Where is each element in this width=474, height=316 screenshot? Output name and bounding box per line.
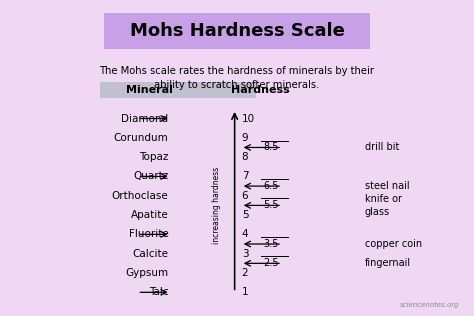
Text: 8: 8 bbox=[242, 152, 248, 162]
Text: 9: 9 bbox=[242, 133, 248, 143]
Text: 2.5: 2.5 bbox=[263, 258, 279, 268]
Text: increasing hardness: increasing hardness bbox=[212, 167, 221, 244]
Text: 1: 1 bbox=[242, 287, 248, 297]
Text: Mohs Hardness Scale: Mohs Hardness Scale bbox=[129, 22, 345, 40]
Text: Mineral: Mineral bbox=[126, 85, 173, 95]
Text: Diamond: Diamond bbox=[121, 113, 168, 124]
Text: drill bit: drill bit bbox=[365, 143, 400, 152]
Text: fingernail: fingernail bbox=[365, 258, 411, 268]
Text: 8.5: 8.5 bbox=[263, 143, 278, 152]
Text: 6: 6 bbox=[242, 191, 248, 201]
Text: 3.5: 3.5 bbox=[263, 239, 278, 249]
Text: 3: 3 bbox=[242, 249, 248, 259]
Text: Corundum: Corundum bbox=[113, 133, 168, 143]
Text: Topaz: Topaz bbox=[139, 152, 168, 162]
Text: Gypsum: Gypsum bbox=[125, 268, 168, 278]
Text: 10: 10 bbox=[242, 113, 255, 124]
Text: Hardness: Hardness bbox=[231, 85, 290, 95]
Text: Fluorite: Fluorite bbox=[128, 229, 168, 239]
Text: sciencenotes.org: sciencenotes.org bbox=[400, 302, 460, 308]
Text: Calcite: Calcite bbox=[132, 249, 168, 259]
Text: 5: 5 bbox=[242, 210, 248, 220]
Text: Quartz: Quartz bbox=[133, 172, 168, 181]
Text: steel nail: steel nail bbox=[365, 181, 410, 191]
Text: Apatite: Apatite bbox=[130, 210, 168, 220]
Text: 6.5: 6.5 bbox=[263, 181, 278, 191]
Text: 5.5: 5.5 bbox=[263, 200, 279, 210]
Text: 2: 2 bbox=[242, 268, 248, 278]
Text: knife or
glass: knife or glass bbox=[365, 194, 402, 216]
Text: copper coin: copper coin bbox=[365, 239, 422, 249]
Text: 4: 4 bbox=[242, 229, 248, 239]
Text: The Mohs scale rates the hardness of minerals by their
ability to scratch softer: The Mohs scale rates the hardness of min… bbox=[100, 66, 374, 89]
FancyBboxPatch shape bbox=[100, 82, 256, 98]
FancyBboxPatch shape bbox=[104, 13, 370, 49]
Text: 7: 7 bbox=[242, 172, 248, 181]
Text: Talc: Talc bbox=[149, 287, 168, 297]
Text: Orthoclase: Orthoclase bbox=[111, 191, 168, 201]
